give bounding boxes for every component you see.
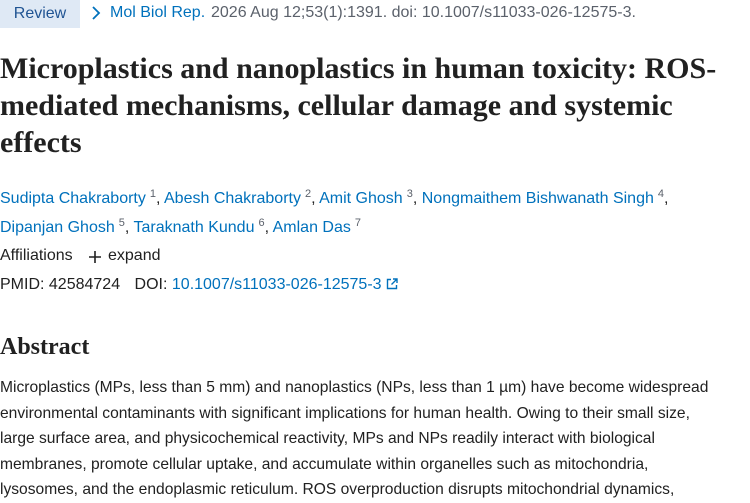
author-line: Sudipta Chakraborty 1, Abesh Chakraborty 2… xyxy=(0,182,668,211)
doi-link[interactable]: 10.1007/s11033-026-12575-3 xyxy=(171,276,382,293)
author-separator: , xyxy=(124,219,130,236)
abstract-line: environmental contaminants with signific… xyxy=(0,404,690,422)
abstract-line: large surface area, and physicochemical … xyxy=(0,430,655,447)
author-name[interactable]: Sudipta Chakraborty xyxy=(0,190,146,207)
plus-icon[interactable] xyxy=(88,250,102,264)
abstract-text: Microplastics (MPs, less than 5 mm) and … xyxy=(0,375,708,503)
author-name[interactable]: Dipanjan Ghosh xyxy=(0,219,115,236)
article-title: Microplastics and nanoplastics in human … xyxy=(0,52,717,159)
abstract-line: lysosomes, and the endoplasmic reticulum… xyxy=(0,481,675,498)
journal-link[interactable]: Mol Biol Rep. xyxy=(110,4,206,21)
affiliation-number[interactable]: 5 xyxy=(118,217,125,229)
affiliation-number[interactable]: 1 xyxy=(149,188,156,200)
pmid-label: PMID: xyxy=(0,276,45,293)
author-separator: , xyxy=(155,190,161,207)
external-link-icon[interactable] xyxy=(386,278,398,290)
author-separator: , xyxy=(311,190,316,207)
doi-label: DOI: xyxy=(134,276,168,293)
affiliation-number[interactable]: 4 xyxy=(657,188,664,200)
author-name[interactable]: Amlan Das xyxy=(272,219,351,236)
author-separator: , xyxy=(664,190,669,207)
author-name[interactable]: Amit Ghosh xyxy=(319,190,403,207)
affiliation-number[interactable]: 3 xyxy=(406,188,413,200)
affiliation-number[interactable]: 6 xyxy=(258,217,265,229)
author-name[interactable]: Nongmaithem Bishwanath Singh xyxy=(421,190,654,207)
affiliation-number[interactable]: 7 xyxy=(354,217,361,229)
expand-toggle[interactable]: expand xyxy=(108,247,161,264)
abstract-heading: Abstract xyxy=(0,334,90,360)
author-line: Dipanjan Ghosh 5, Taraknath Kundu 6, Amlan… xyxy=(0,211,668,240)
citation: 2026 Aug 12;53(1):1391. doi: 10.1007/s11… xyxy=(211,4,636,21)
chevron-icon xyxy=(92,6,101,20)
author-name[interactable]: Abesh Chakraborty xyxy=(164,190,301,207)
identifiers: PMID: 42584724 DOI: 10.1007/s11033-026-1… xyxy=(0,276,398,294)
author-separator: , xyxy=(264,219,270,236)
pmid: 42584724 xyxy=(48,276,121,293)
author-list: Sudipta Chakraborty 1, Abesh Chakraborty 2… xyxy=(0,182,668,240)
author-name[interactable]: Taraknath Kundu xyxy=(133,219,255,236)
affiliation-number[interactable]: 2 xyxy=(304,188,312,200)
author-separator: , xyxy=(412,190,418,207)
abstract-line: membranes, promote cellular uptake, and … xyxy=(0,455,649,473)
abstract-line: Microplastics (MPs, less than 5 mm) and … xyxy=(0,379,709,396)
affiliations-label: Affiliations xyxy=(0,247,73,264)
article-type-badge: Review xyxy=(0,0,80,28)
